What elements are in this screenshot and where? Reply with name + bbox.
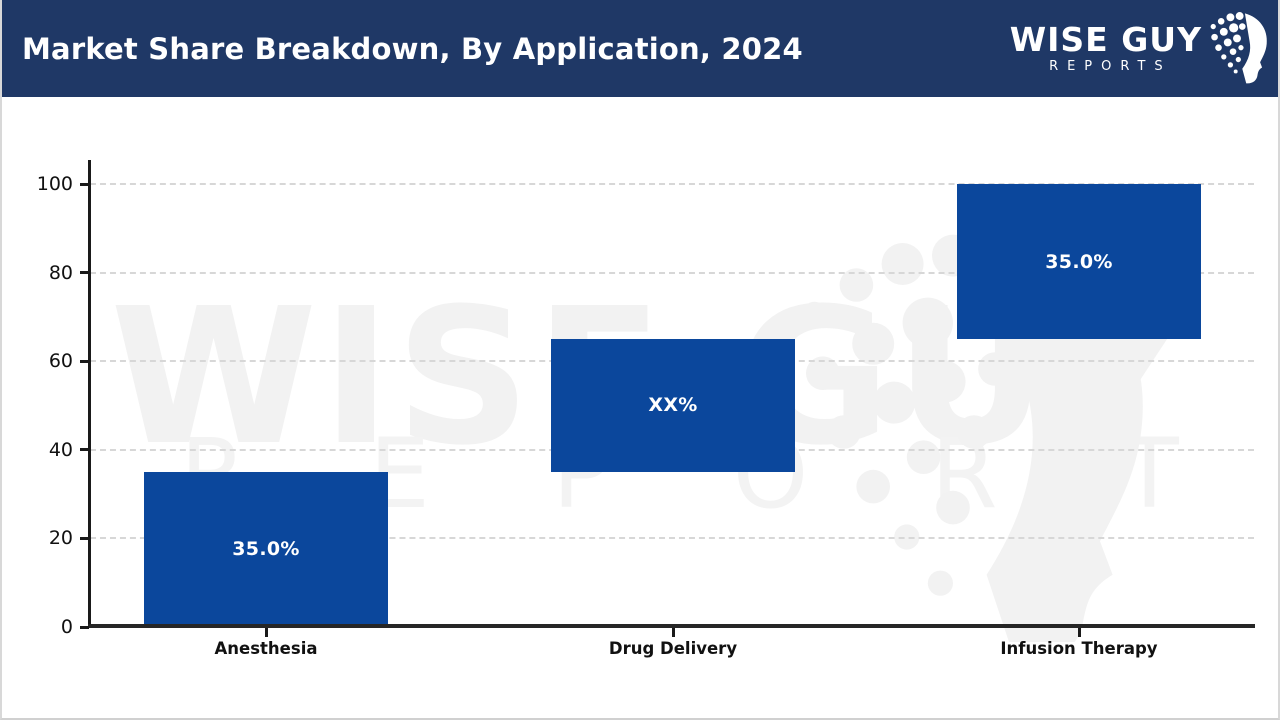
brand-logo: WISE GUY REPORTS bbox=[1010, 9, 1270, 89]
y-axis-tick bbox=[80, 182, 89, 186]
y-tick-label: 40 bbox=[48, 438, 73, 461]
page-title: Market Share Breakdown, By Application, … bbox=[22, 31, 803, 66]
y-axis-tick bbox=[80, 536, 89, 540]
y-axis-line bbox=[88, 160, 91, 628]
brand-logo-text: WISE GUY REPORTS bbox=[1009, 19, 1202, 75]
y-tick-label: 60 bbox=[48, 350, 73, 373]
y-tick-label: 80 bbox=[48, 261, 73, 284]
y-axis-tick bbox=[80, 625, 89, 629]
bar-value-label: 35.0% bbox=[232, 538, 300, 561]
x-category-label: Infusion Therapy bbox=[1000, 639, 1158, 658]
header-bar: Market Share Breakdown, By Application, … bbox=[2, 0, 1278, 97]
bar-value-label: 35.0% bbox=[1045, 250, 1113, 273]
x-category-label: Anesthesia bbox=[214, 639, 318, 658]
bar-segment: 35.0% bbox=[144, 471, 388, 627]
grid-line bbox=[90, 183, 1254, 185]
y-tick-label: 0 bbox=[60, 616, 73, 638]
x-category-label: Drug Delivery bbox=[608, 639, 738, 658]
y-tick-label: 100 bbox=[36, 173, 73, 195]
x-axis-tick bbox=[1077, 628, 1081, 637]
x-axis-line bbox=[88, 624, 1255, 628]
y-tick-label: 20 bbox=[48, 527, 73, 550]
y-axis-tick bbox=[80, 271, 89, 275]
x-axis-tick bbox=[264, 628, 268, 637]
grid-line bbox=[90, 271, 1254, 274]
bar-segment: XX% bbox=[551, 339, 795, 472]
y-axis-tick bbox=[80, 448, 89, 452]
bar-segment: 35.0% bbox=[957, 184, 1201, 340]
brand-name: WISE GUY bbox=[1009, 19, 1202, 59]
brand-subtitle: REPORTS bbox=[1049, 59, 1172, 75]
x-axis-tick bbox=[671, 628, 675, 637]
bar-value-label: XX% bbox=[648, 394, 698, 417]
grid-line bbox=[90, 537, 1254, 540]
brand-face-icon bbox=[1210, 11, 1267, 83]
y-axis-tick bbox=[80, 359, 89, 363]
